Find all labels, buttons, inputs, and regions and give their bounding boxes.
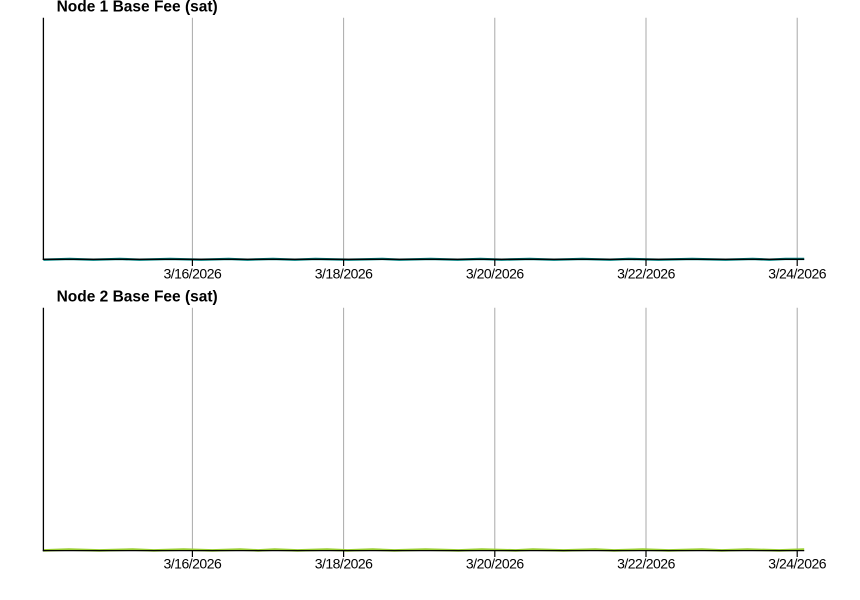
svg-text:3/20/2026: 3/20/2026 (466, 556, 524, 572)
svg-text:3/22/2026: 3/22/2026 (617, 266, 675, 282)
svg-text:Node 2 Base Fee (sat): Node 2 Base Fee (sat) (57, 289, 218, 306)
svg-text:3/24/2026: 3/24/2026 (768, 556, 826, 572)
svg-text:3/16/2026: 3/16/2026 (164, 556, 222, 572)
svg-text:3/16/2026: 3/16/2026 (164, 266, 222, 282)
svg-text:3/18/2026: 3/18/2026 (315, 266, 373, 282)
svg-text:3/22/2026: 3/22/2026 (617, 556, 675, 572)
svg-text:3/18/2026: 3/18/2026 (315, 556, 373, 572)
svg-text:Node 1 Base Fee (sat): Node 1 Base Fee (sat) (57, 0, 218, 16)
svg-text:3/24/2026: 3/24/2026 (768, 266, 826, 282)
svg-text:3/20/2026: 3/20/2026 (466, 266, 524, 282)
